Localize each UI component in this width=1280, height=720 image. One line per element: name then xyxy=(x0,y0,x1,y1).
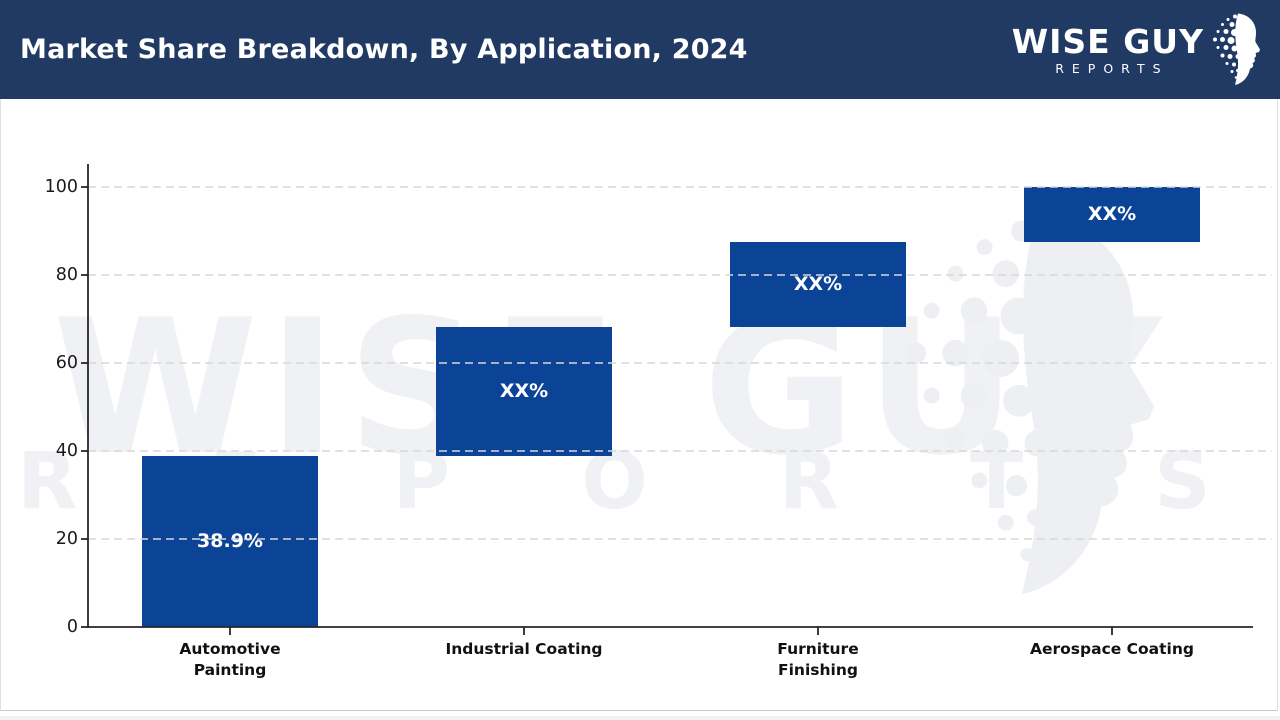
footer-strip xyxy=(0,716,1280,720)
logo-name: WISE GUY xyxy=(1011,21,1204,61)
wise-guy-logo: WISE GUY REPORTS xyxy=(1012,11,1266,89)
header-bar: Market Share Breakdown, By Application, … xyxy=(0,0,1280,99)
logo-subtitle: REPORTS xyxy=(1055,60,1169,76)
chart-canvas-background xyxy=(0,99,1278,711)
chart-title: Market Share Breakdown, By Application, … xyxy=(20,34,748,65)
logo-dot-face-icon xyxy=(1213,13,1260,85)
